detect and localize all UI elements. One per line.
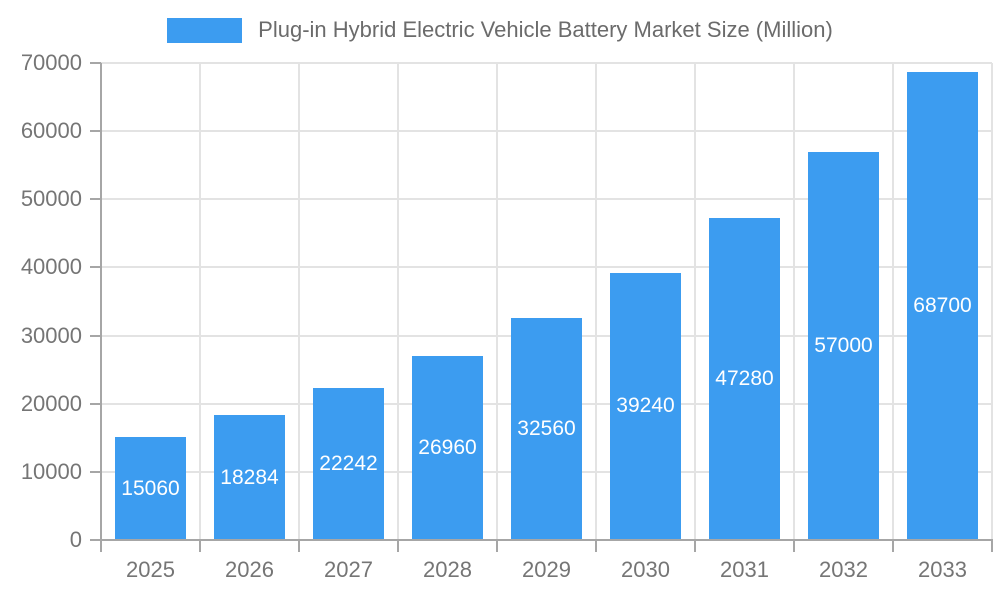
bar-value-label: 22242: [319, 452, 378, 476]
legend-swatch-icon: [167, 17, 243, 43]
y-axis-tick: [90, 470, 101, 473]
y-axis-tick: [90, 334, 101, 337]
y-tick-label: 60000: [20, 118, 82, 144]
bar-value-label: 39240: [616, 394, 675, 418]
bar[interactable]: [610, 272, 681, 540]
gridline-y: [101, 62, 992, 64]
y-axis-tick: [90, 198, 101, 201]
y-axis-tick: [90, 266, 101, 269]
gridline-x: [892, 63, 894, 540]
bar[interactable]: [412, 356, 483, 540]
bar-value-label: 68700: [913, 293, 972, 317]
bar-value-label: 18284: [220, 465, 279, 489]
x-axis-line: [100, 539, 993, 541]
x-tick-label: 2025: [126, 557, 175, 582]
gridline-x: [793, 63, 795, 540]
x-tick-label: 2033: [918, 557, 967, 582]
x-axis-tick: [298, 540, 300, 552]
x-tick-label: 2027: [324, 557, 373, 582]
gridline-x: [991, 63, 993, 540]
gridline-x: [496, 63, 498, 540]
y-tick-label: 70000: [20, 50, 82, 75]
y-axis-tick: [90, 539, 101, 541]
x-axis-tick: [496, 540, 498, 552]
gridline-x: [397, 63, 399, 540]
bar[interactable]: [115, 437, 186, 540]
legend[interactable]: Plug-in Hybrid Electric Vehicle Battery …: [0, 17, 1000, 43]
x-axis-tick: [991, 540, 993, 552]
bar-value-label: 26960: [418, 436, 477, 460]
x-tick-label: 2029: [522, 557, 571, 582]
gridline-y: [101, 198, 992, 201]
gridline-x: [199, 63, 201, 540]
x-axis-tick: [892, 540, 894, 552]
bar-value-label: 15060: [121, 476, 180, 500]
x-axis-tick: [397, 540, 399, 552]
bar[interactable]: [907, 71, 978, 540]
y-tick-label: 10000: [20, 458, 82, 484]
bar[interactable]: [214, 415, 285, 540]
y-tick-label: 30000: [20, 322, 82, 348]
gridline-x: [298, 63, 300, 540]
y-axis-tick: [90, 130, 101, 133]
y-tick-label: 20000: [20, 390, 82, 416]
y-tick-label: 0: [69, 527, 82, 552]
bar-value-label: 57000: [814, 333, 873, 357]
x-tick-label: 2028: [423, 557, 472, 582]
x-tick-label: 2031: [720, 557, 769, 582]
x-tick-label: 2030: [621, 557, 670, 582]
x-axis-tick: [199, 540, 201, 552]
y-axis-tick: [90, 402, 101, 405]
bar[interactable]: [808, 151, 879, 540]
gridline-x: [694, 63, 696, 540]
bar[interactable]: [313, 388, 384, 540]
gridline-y: [101, 266, 992, 269]
y-tick-label: 50000: [20, 186, 82, 212]
bar[interactable]: [709, 217, 780, 540]
bar-value-label: 47280: [715, 366, 774, 390]
y-tick-label: 40000: [20, 254, 82, 280]
bar-value-label: 32560: [517, 417, 576, 441]
legend-label: Plug-in Hybrid Electric Vehicle Battery …: [258, 17, 833, 42]
x-tick-label: 2026: [225, 557, 274, 582]
x-axis-tick: [595, 540, 597, 552]
x-axis-tick: [793, 540, 795, 552]
y-axis-line: [100, 63, 102, 552]
x-tick-label: 2032: [819, 557, 868, 582]
gridline-x: [595, 63, 597, 540]
x-axis-tick: [694, 540, 696, 552]
bar[interactable]: [511, 318, 582, 540]
gridline-y: [101, 130, 992, 133]
y-axis-tick: [90, 62, 101, 64]
